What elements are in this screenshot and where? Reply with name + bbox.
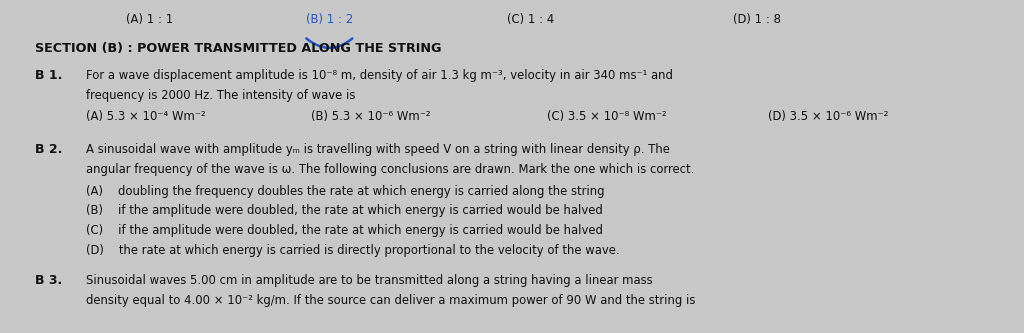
Text: angular frequency of the wave is ω. The following conclusions are drawn. Mark th: angular frequency of the wave is ω. The …	[85, 163, 694, 176]
Text: (B)    if the amplitude were doubled, the rate at which energy is carried would : (B) if the amplitude were doubled, the r…	[85, 204, 602, 217]
Text: SECTION (B) : POWER TRANSMITTED ALONG THE STRING: SECTION (B) : POWER TRANSMITTED ALONG TH…	[35, 43, 441, 56]
Text: (C) 1 : 4: (C) 1 : 4	[507, 13, 554, 26]
Text: (D) 1 : 8: (D) 1 : 8	[733, 13, 780, 26]
Text: For a wave displacement amplitude is 10⁻⁸ m, density of air 1.3 kg m⁻³, velocity: For a wave displacement amplitude is 10⁻…	[85, 69, 673, 82]
Text: A sinusoidal wave with amplitude yₘ is travelling with speed V on a string with : A sinusoidal wave with amplitude yₘ is t…	[85, 143, 670, 156]
Text: B 1.: B 1.	[35, 69, 62, 82]
Text: (A) 1 : 1: (A) 1 : 1	[126, 13, 173, 26]
Text: (A) 5.3 × 10⁻⁴ Wm⁻²: (A) 5.3 × 10⁻⁴ Wm⁻²	[85, 110, 205, 123]
Text: (C)    if the amplitude were doubled, the rate at which energy is carried would : (C) if the amplitude were doubled, the r…	[85, 224, 602, 237]
Text: (D) 3.5 × 10⁻⁶ Wm⁻²: (D) 3.5 × 10⁻⁶ Wm⁻²	[768, 110, 888, 123]
Text: (B) 5.3 × 10⁻⁶ Wm⁻²: (B) 5.3 × 10⁻⁶ Wm⁻²	[311, 110, 431, 123]
Text: frequency is 2000 Hz. The intensity of wave is: frequency is 2000 Hz. The intensity of w…	[85, 89, 355, 102]
Text: (C) 3.5 × 10⁻⁸ Wm⁻²: (C) 3.5 × 10⁻⁸ Wm⁻²	[547, 110, 667, 123]
Text: Sinusoidal waves 5.00 cm in amplitude are to be transmitted along a string havin: Sinusoidal waves 5.00 cm in amplitude ar…	[85, 274, 652, 287]
Text: (B) 1 : 2: (B) 1 : 2	[306, 13, 353, 26]
Text: density equal to 4.00 × 10⁻² kg/m. If the source can deliver a maximum power of : density equal to 4.00 × 10⁻² kg/m. If th…	[85, 294, 695, 307]
Text: (D)    the rate at which energy is carried is directly proportional to the veloc: (D) the rate at which energy is carried …	[85, 244, 620, 257]
Text: (A)    doubling the frequency doubles the rate at which energy is carried along : (A) doubling the frequency doubles the r…	[85, 185, 604, 198]
Text: B 3.: B 3.	[35, 274, 62, 287]
Text: B 2.: B 2.	[35, 143, 62, 156]
